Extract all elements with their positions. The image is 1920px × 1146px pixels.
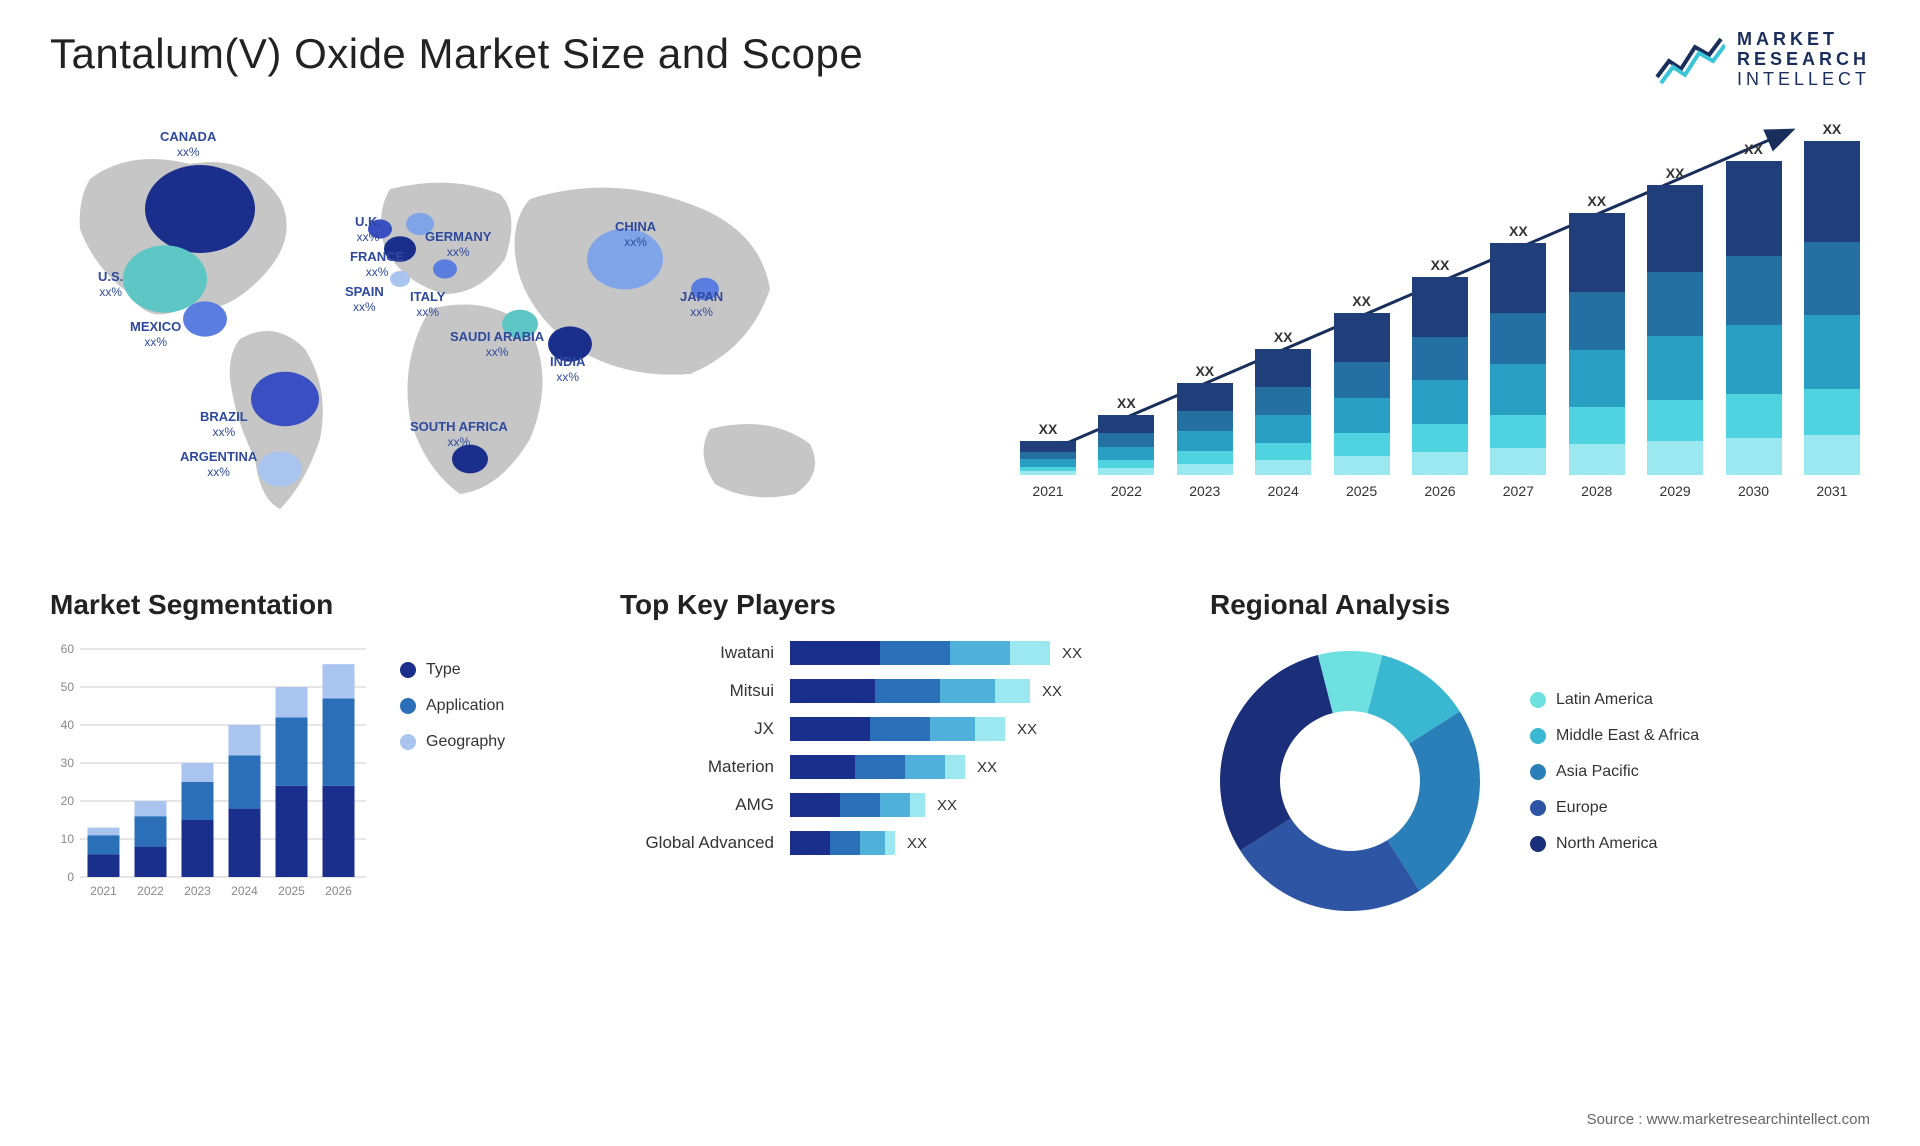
map-label-china: CHINAxx%	[615, 219, 656, 249]
map-label-u-k-: U.K.xx%	[355, 214, 381, 244]
growth-bar-2027: XX2027	[1490, 223, 1546, 499]
svg-text:2024: 2024	[231, 884, 258, 898]
page-title: Tantalum(V) Oxide Market Size and Scope	[50, 30, 863, 78]
region-legend-latin-america: Latin America	[1530, 691, 1870, 709]
svg-text:0: 0	[67, 870, 74, 884]
growth-chart-panel: XX2021 XX2022 XX2023 XX2024 XX2025 XX2026 XX20…	[1010, 119, 1870, 539]
map-label-japan: JAPANxx%	[680, 289, 723, 319]
seg-legend-type: Type	[400, 661, 570, 679]
svg-text:2022: 2022	[137, 884, 164, 898]
logo-line-1: MARKET	[1737, 30, 1870, 50]
growth-bar-2022: XX2022	[1098, 395, 1154, 499]
growth-bar-2030: XX2030	[1726, 141, 1782, 499]
seg-legend-geography: Geography	[400, 733, 570, 751]
svg-text:2021: 2021	[90, 884, 117, 898]
player-row-mitsui: MitsuiXX	[620, 679, 1160, 703]
growth-bar-2029: XX2029	[1647, 165, 1703, 499]
svg-text:40: 40	[61, 718, 75, 732]
map-label-mexico: MEXICOxx%	[130, 319, 181, 349]
source-label: Source : www.marketresearchintellect.com	[1587, 1111, 1870, 1128]
svg-text:10: 10	[61, 832, 75, 846]
svg-text:30: 30	[61, 756, 75, 770]
svg-text:60: 60	[61, 642, 75, 656]
region-legend-europe: Europe	[1530, 799, 1870, 817]
svg-text:2023: 2023	[184, 884, 211, 898]
map-label-france: FRANCExx%	[350, 249, 404, 279]
map-label-south-africa: SOUTH AFRICAxx%	[410, 419, 508, 449]
seg-legend-application: Application	[400, 697, 570, 715]
map-label-canada: CANADAxx%	[160, 129, 216, 159]
growth-bar-2031: XX2031	[1804, 121, 1860, 499]
growth-bar-2021: XX2021	[1020, 421, 1076, 499]
svg-text:50: 50	[61, 680, 75, 694]
segmentation-panel: Market Segmentation 0 10 20 30 40 50 60 2021 202…	[50, 589, 570, 921]
players-chart: IwataniXX MitsuiXX JXXX MaterionXX AMGXX Glob…	[620, 641, 1160, 855]
map-label-saudi-arabia: SAUDI ARABIAxx%	[450, 329, 544, 359]
brand-logo: MARKET RESEARCH INTELLECT	[1655, 30, 1870, 89]
growth-bar-2026: XX2026	[1412, 257, 1468, 499]
player-row-iwatani: IwataniXX	[620, 641, 1160, 665]
map-label-india: INDIAxx%	[550, 354, 585, 384]
map-label-italy: ITALYxx%	[410, 289, 445, 319]
region-legend-north-america: North America	[1530, 835, 1870, 853]
growth-bar-2024: XX2024	[1255, 329, 1311, 499]
region-legend-asia-pacific: Asia Pacific	[1530, 763, 1870, 781]
regional-panel: Regional Analysis Latin America Middle Ea…	[1210, 589, 1870, 921]
player-row-global-advanced: Global AdvancedXX	[620, 831, 1160, 855]
regional-legend: Latin America Middle East & Africa Asia Pa…	[1530, 691, 1870, 871]
logo-line-2: RESEARCH	[1737, 50, 1870, 70]
segmentation-title: Market Segmentation	[50, 589, 570, 621]
map-label-germany: GERMANYxx%	[425, 229, 491, 259]
player-row-jx: JXXX	[620, 717, 1160, 741]
svg-text:20: 20	[61, 794, 75, 808]
player-row-materion: MaterionXX	[620, 755, 1160, 779]
svg-text:2026: 2026	[325, 884, 352, 898]
players-panel: Top Key Players IwataniXX MitsuiXX JXXX Mat…	[620, 589, 1160, 921]
regional-donut	[1210, 641, 1490, 921]
map-label-spain: SPAINxx%	[345, 284, 384, 314]
region-legend-middle-east-africa: Middle East & Africa	[1530, 727, 1870, 745]
map-label-u-s-: U.S.xx%	[98, 269, 123, 299]
segmentation-legend: Type Application Geography	[400, 641, 570, 901]
growth-bars: XX2021 XX2022 XX2023 XX2024 XX2025 XX2026 XX20…	[1020, 159, 1860, 499]
growth-bar-2028: XX2028	[1569, 193, 1625, 499]
regional-title: Regional Analysis	[1210, 589, 1870, 621]
players-title: Top Key Players	[620, 589, 1160, 621]
player-row-amg: AMGXX	[620, 793, 1160, 817]
logo-line-3: INTELLECT	[1737, 70, 1870, 90]
map-label-brazil: BRAZILxx%	[200, 409, 248, 439]
map-label-argentina: ARGENTINAxx%	[180, 449, 257, 479]
growth-bar-2023: XX2023	[1177, 363, 1233, 499]
world-map-panel: CANADAxx% U.S.xx% MEXICOxx% BRAZILxx% ARGENT…	[50, 119, 970, 539]
segmentation-chart: 0 10 20 30 40 50 60 2021 2022 2023 2024 2025 2026	[50, 641, 370, 901]
svg-text:2025: 2025	[278, 884, 305, 898]
growth-bar-2025: XX2025	[1334, 293, 1390, 499]
